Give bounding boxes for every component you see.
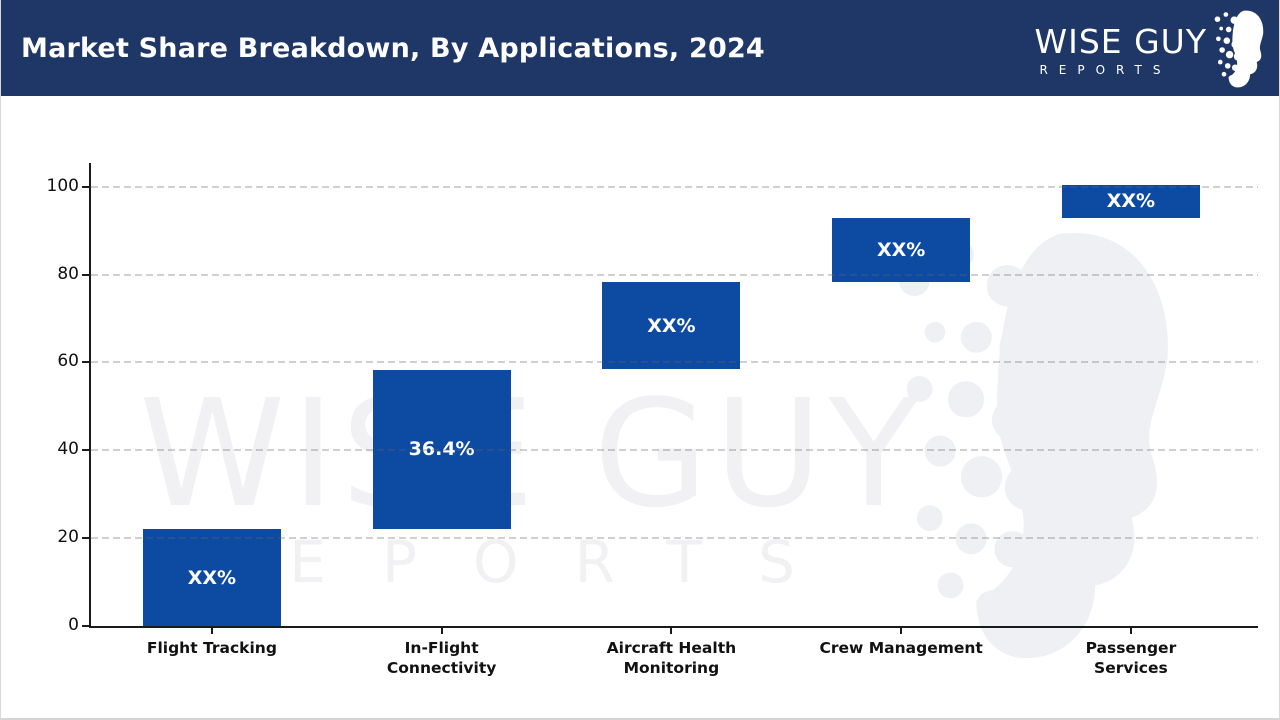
bar: XX% <box>602 281 741 370</box>
plot: 0 20 40 60 80 100 XX% Flight Tracking 36.4% In-Fl… <box>1 96 1279 718</box>
x-category-label: Aircraft Health Monitoring <box>606 639 737 677</box>
y-tick-mark <box>82 361 89 364</box>
axis-y <box>89 163 91 628</box>
grid-line <box>91 537 1258 540</box>
face-profile-icon <box>1214 10 1264 88</box>
bar-value-label: XX% <box>187 566 237 589</box>
bar-value-label: XX% <box>876 238 926 261</box>
wise-guy-logo: WISE GUY REPORTS <box>1034 8 1267 92</box>
y-tick-mark <box>82 537 89 540</box>
x-category-label: Passenger Services <box>1085 639 1177 677</box>
chart-area: WISE GUY REPORTS 0 20 40 60 80 100 XX% Flight T… <box>1 96 1279 718</box>
watermark-subtitle: REPORTS <box>193 528 851 596</box>
header: Market Share Breakdown, By Applications,… <box>1 0 1279 96</box>
x-tick-mark <box>210 628 213 634</box>
bar: XX% <box>832 217 971 282</box>
y-tick-label: 40 <box>57 439 79 460</box>
bar-value-label: XX% <box>1106 190 1156 213</box>
y-tick-mark <box>82 185 89 188</box>
bar: XX% <box>142 529 281 626</box>
axis-x <box>89 626 1258 628</box>
logo-subtitle: REPORTS <box>1039 62 1172 77</box>
x-category-label: Flight Tracking <box>146 639 277 657</box>
y-tick-label: 0 <box>68 615 79 635</box>
bar: 36.4% <box>372 369 511 530</box>
x-tick-mark <box>900 628 903 634</box>
watermark-face-icon <box>898 232 1168 659</box>
x-tick-mark <box>440 628 443 634</box>
y-tick-label: 60 <box>57 351 79 372</box>
x-category-label: Crew Management <box>819 639 983 657</box>
y-tick-label: 20 <box>57 527 79 548</box>
logo-text: WISE GUY REPORTS <box>1034 21 1207 77</box>
y-tick-mark <box>82 273 89 276</box>
x-tick-mark <box>670 628 673 634</box>
y-tick-label: 100 <box>46 175 79 196</box>
bar: XX% <box>1061 185 1200 218</box>
grid-line <box>91 185 1258 188</box>
bar-value-label: 36.4% <box>408 438 475 461</box>
grid-line <box>91 273 1258 276</box>
y-tick-mark <box>82 449 89 452</box>
grid-line <box>91 449 1258 452</box>
y-tick-label: 80 <box>57 263 79 284</box>
x-tick-mark <box>1129 628 1132 634</box>
x-category-label: In-Flight Connectivity <box>386 639 497 677</box>
logo-brand: WISE GUY <box>1034 21 1207 61</box>
watermark-brand: WISE GUY <box>139 368 925 540</box>
y-tick-mark <box>82 625 89 627</box>
page-title: Market Share Breakdown, By Applications,… <box>21 32 765 64</box>
grid-line <box>91 361 1258 364</box>
bar-value-label: XX% <box>647 314 696 337</box>
